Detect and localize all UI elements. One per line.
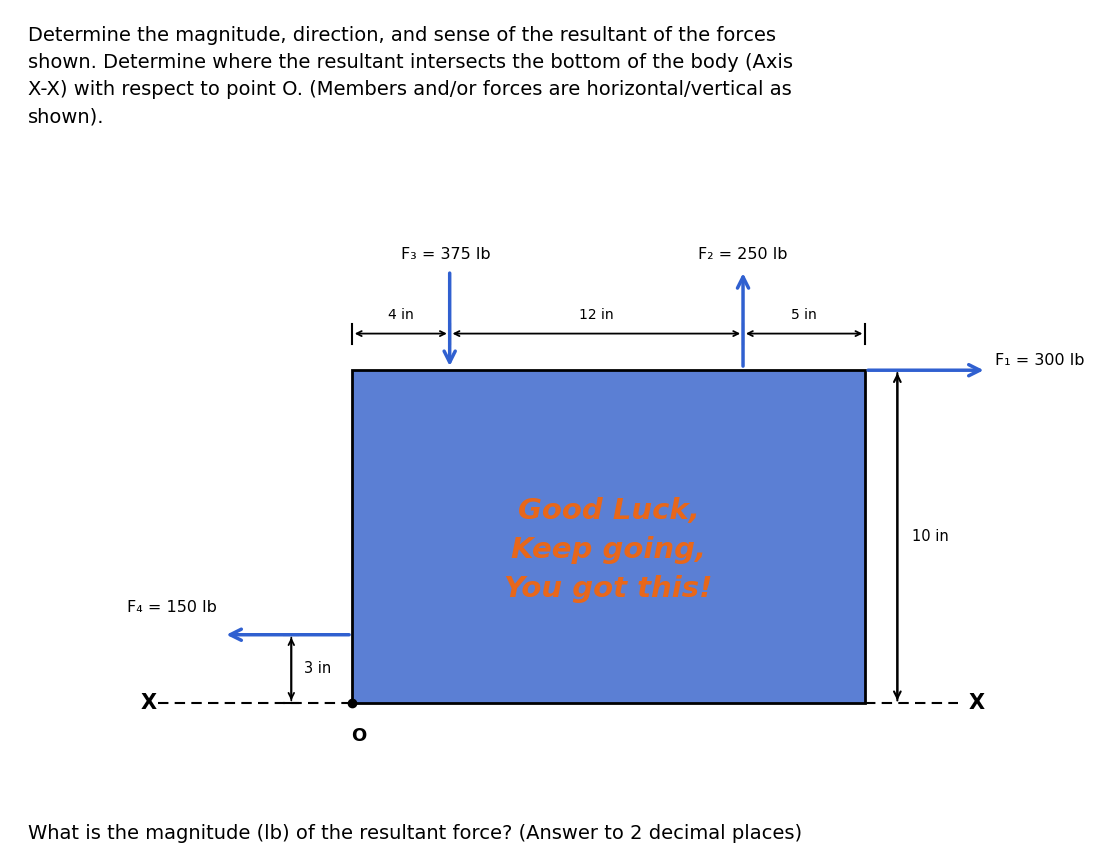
Text: F₃ = 375 lb: F₃ = 375 lb — [402, 247, 491, 262]
Text: 10 in: 10 in — [912, 529, 948, 544]
Text: X: X — [968, 693, 985, 714]
Text: 4 in: 4 in — [388, 308, 414, 322]
Text: F₂ = 250 lb: F₂ = 250 lb — [699, 247, 788, 262]
Text: F₁ = 300 lb: F₁ = 300 lb — [995, 353, 1084, 368]
Text: O: O — [351, 727, 367, 745]
Text: F₄ = 150 lb: F₄ = 150 lb — [127, 599, 216, 615]
Text: 12 in: 12 in — [578, 308, 614, 322]
Text: Determine the magnitude, direction, and sense of the resultant of the forces
sho: Determine the magnitude, direction, and … — [28, 26, 793, 126]
Text: 3 in: 3 in — [304, 662, 331, 676]
Text: What is the magnitude (lb) of the resultant force? (Answer to 2 decimal places): What is the magnitude (lb) of the result… — [28, 824, 802, 843]
Bar — [352, 370, 866, 703]
Text: 5 in: 5 in — [792, 308, 817, 322]
Text: X: X — [140, 693, 157, 714]
Text: Good Luck,
Keep going,
You got this!: Good Luck, Keep going, You got this! — [505, 497, 713, 603]
